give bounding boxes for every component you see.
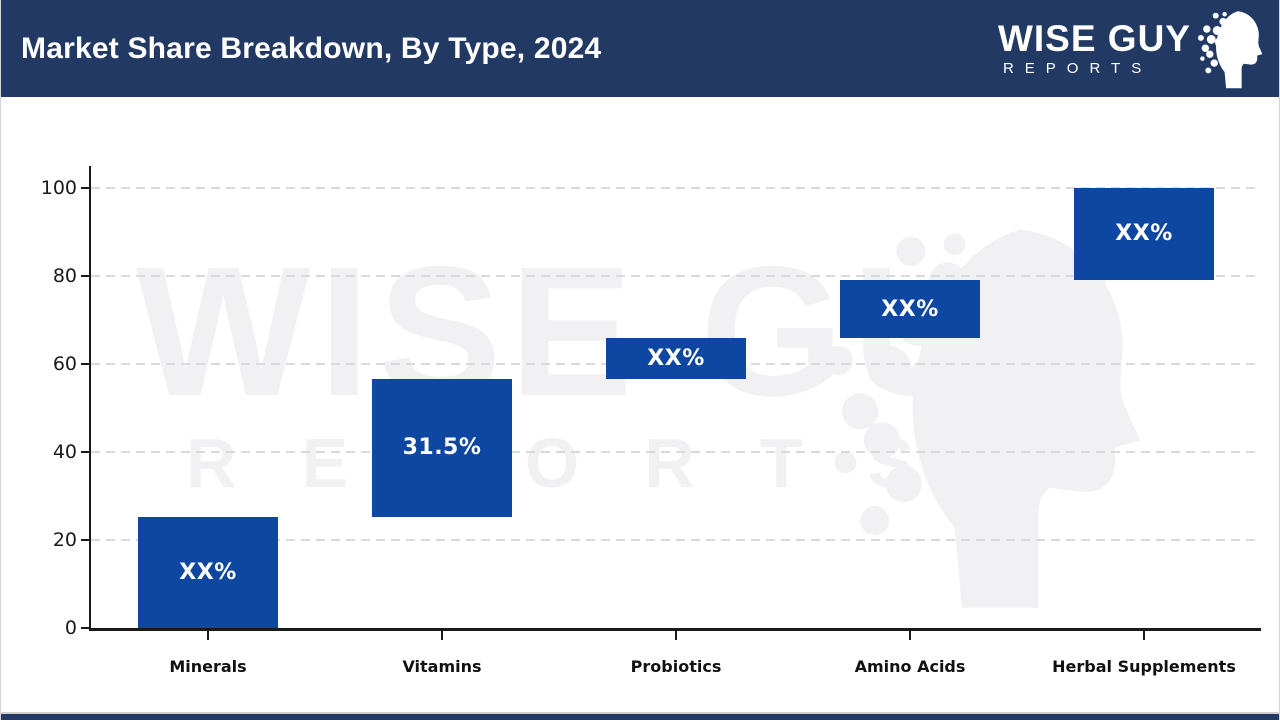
page-title: Market Share Breakdown, By Type, 2024 [21,31,602,65]
x-category-label: Minerals [169,657,247,676]
x-category-label: Herbal Supplements [1052,657,1236,676]
head-profile-icon [1197,10,1263,88]
y-tick-label: 60 [52,353,77,375]
bar-value-label: XX% [1115,221,1173,247]
x-tick-mark [1143,631,1145,640]
x-tick-mark [909,631,911,640]
y-tick-label: 40 [52,441,77,463]
y-tick-mark [81,627,91,629]
x-category-label: Vitamins [402,657,482,676]
wise-guy-logo: WISE GUY REPORTS [998,7,1269,91]
y-tick-mark [81,275,91,277]
footer-hairline [1,712,1279,714]
x-tick-mark [675,631,677,640]
watermark-reports-text: REPORTS [186,424,980,502]
bar-minerals: XX% [138,517,278,628]
bar-value-label: XX% [881,296,939,322]
footer-bar [1,714,1279,720]
x-tick-mark [207,631,209,640]
logo-text: WISE GUY REPORTS [998,20,1191,77]
bar-herbal-supplements: XX% [1074,188,1214,280]
bar-value-label: 31.5% [402,435,482,461]
y-gridline [91,187,1261,189]
x-tick-mark [441,631,443,640]
y-gridline [91,275,1261,277]
plot-area: 0 20 40 60 80 100 XX% Minerals 31.5% Vitamins XX% P… [41,166,1261,676]
y-tick-mark [81,451,91,453]
y-tick-label: 0 [64,617,77,639]
y-tick-label: 100 [40,177,77,199]
x-category-label: Amino Acids [854,657,966,676]
bar-value-label: XX% [179,560,237,586]
bar-probiotics: XX% [606,338,746,379]
y-tick-mark [81,187,91,189]
y-gridline [91,451,1261,453]
y-tick-mark [81,539,91,541]
logo-subtitle: REPORTS [1002,60,1153,77]
y-tick-label: 80 [52,265,77,287]
logo-name: WISE GUY [997,18,1191,59]
bar-value-label: XX% [647,345,705,371]
y-gridline [91,539,1261,541]
y-tick-mark [81,363,91,365]
header-bar: Market Share Breakdown, By Type, 2024 WI… [1,0,1279,97]
y-tick-label: 20 [52,529,77,551]
bar-vitamins: 31.5% [372,378,512,518]
x-category-label: Probiotics [630,657,722,676]
bar-amino-acids: XX% [840,279,980,339]
